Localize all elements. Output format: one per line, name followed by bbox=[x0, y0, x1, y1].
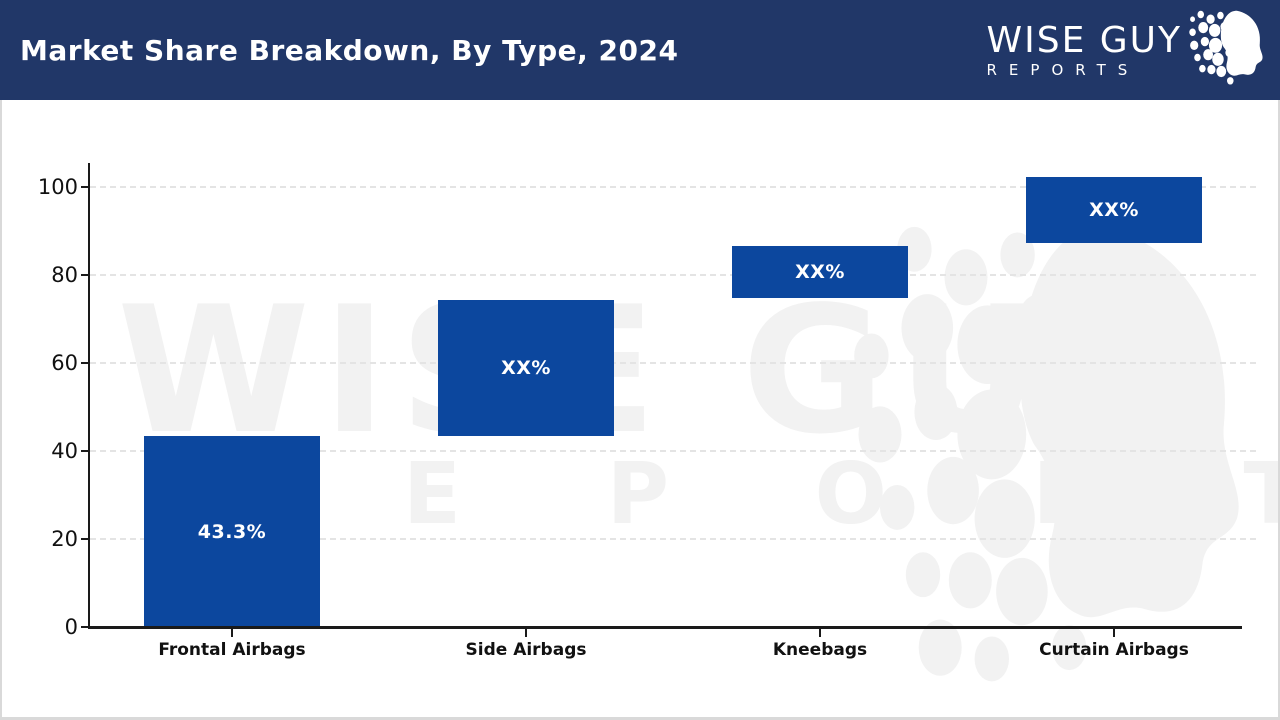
header-bar: Market Share Breakdown, By Type, 2024 WI… bbox=[0, 0, 1280, 100]
bar-value-label: 43.3% bbox=[197, 520, 267, 543]
x-tick-mark bbox=[525, 628, 527, 637]
x-tick-mark bbox=[231, 628, 233, 637]
y-tick-label: 80 bbox=[51, 263, 78, 287]
y-tick-mark bbox=[81, 274, 89, 276]
logo-head-icon bbox=[1189, 10, 1263, 85]
y-tick-mark bbox=[81, 362, 89, 364]
y-tick-mark bbox=[81, 450, 89, 452]
x-axis-category-label: Side Airbags bbox=[465, 640, 587, 660]
x-axis-line bbox=[88, 626, 1242, 629]
gridline-20 bbox=[90, 538, 1256, 540]
y-tick-label: 100 bbox=[37, 175, 78, 199]
logo-wordmark-line2: REPORTS bbox=[986, 60, 1140, 79]
bar-value-label: XX% bbox=[1089, 199, 1139, 222]
gridline-40 bbox=[90, 450, 1256, 452]
watermark-head-icon bbox=[854, 226, 1239, 682]
y-tick-mark bbox=[81, 538, 89, 540]
bar-value-label: XX% bbox=[501, 357, 551, 380]
x-tick-mark bbox=[819, 628, 821, 637]
bar-value-label: XX% bbox=[795, 261, 845, 284]
logo-wordmark: WISE GUY REPORTS bbox=[986, 19, 1183, 79]
y-tick-label: 40 bbox=[51, 439, 78, 463]
plot-area: WISE GUY R E P O R T S 02040608010043.3%… bbox=[0, 100, 1280, 720]
y-axis-line bbox=[88, 163, 90, 627]
y-tick-label: 20 bbox=[51, 527, 78, 551]
x-axis-category-label: Frontal Airbags bbox=[158, 640, 306, 660]
x-axis-category-label: Curtain Airbags bbox=[1039, 640, 1189, 660]
page-title: Market Share Breakdown, By Type, 2024 bbox=[20, 33, 679, 67]
logo-wordmark-line1: WISE GUY bbox=[986, 19, 1182, 61]
bar-segment-side-airbags: XX% bbox=[438, 299, 614, 437]
y-tick-label: 60 bbox=[51, 351, 78, 375]
brand-logo: WISE GUY REPORTS bbox=[987, 8, 1269, 92]
gridline-100 bbox=[90, 186, 1256, 188]
x-axis-category-label: Kneebags bbox=[772, 640, 868, 660]
y-tick-label: 0 bbox=[64, 615, 78, 639]
gridline-60 bbox=[90, 362, 1256, 364]
x-tick-mark bbox=[1113, 628, 1115, 637]
y-tick-mark bbox=[81, 626, 89, 628]
bar-segment-kneebags: XX% bbox=[732, 245, 908, 299]
y-tick-mark bbox=[81, 186, 89, 188]
gridline-80 bbox=[90, 274, 1256, 276]
bar-segment-frontal-airbags: 43.3% bbox=[144, 436, 320, 627]
bar-segment-curtain-airbags: XX% bbox=[1026, 176, 1202, 244]
